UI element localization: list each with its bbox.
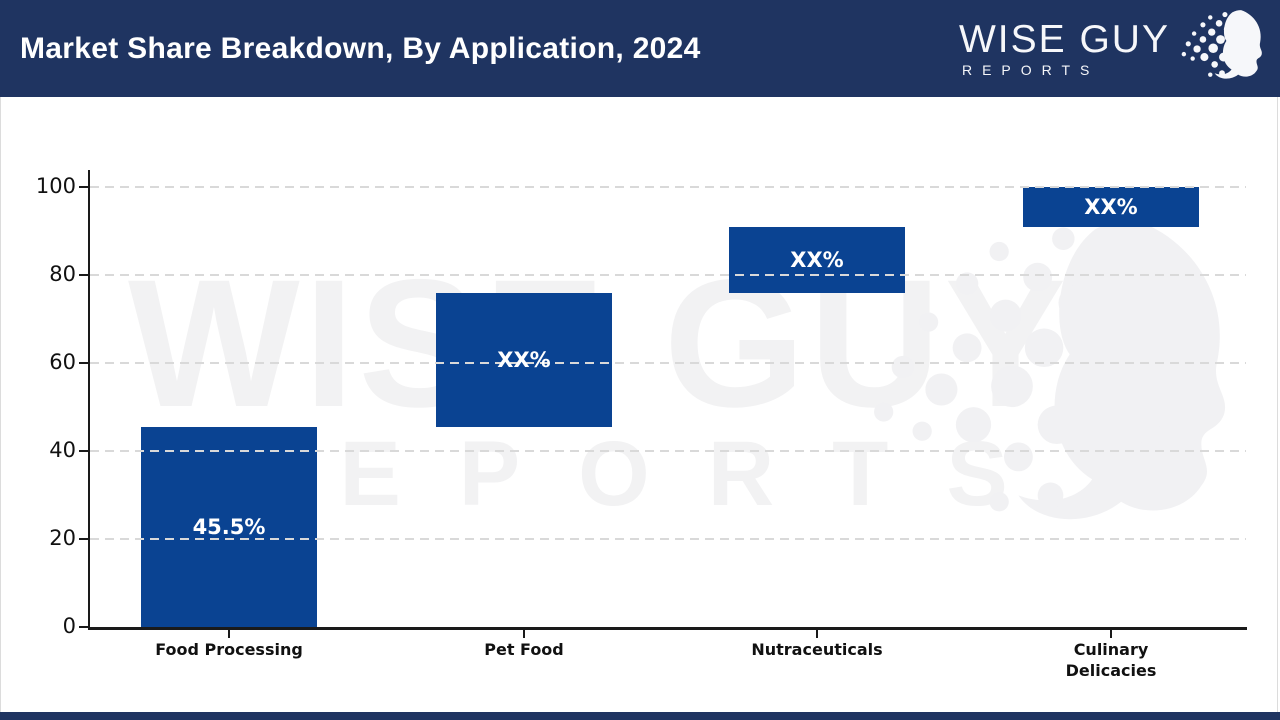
wiseguy-face-logo-icon <box>1181 9 1262 79</box>
header-bar: Market Share Breakdown, By Application, … <box>0 0 1280 97</box>
chart-body <box>0 97 1278 712</box>
logo-wordmark: WISE GUY <box>958 18 1170 61</box>
wiseguy-logo: WISE GUY REPORTS <box>959 7 1266 91</box>
chart-title: Market Share Breakdown, By Application, … <box>20 31 701 65</box>
logo-subtitle: REPORTS <box>961 62 1100 78</box>
wiseguy-logo-text: WISE GUY REPORTS <box>959 20 1170 77</box>
footer-bar <box>0 712 1280 720</box>
